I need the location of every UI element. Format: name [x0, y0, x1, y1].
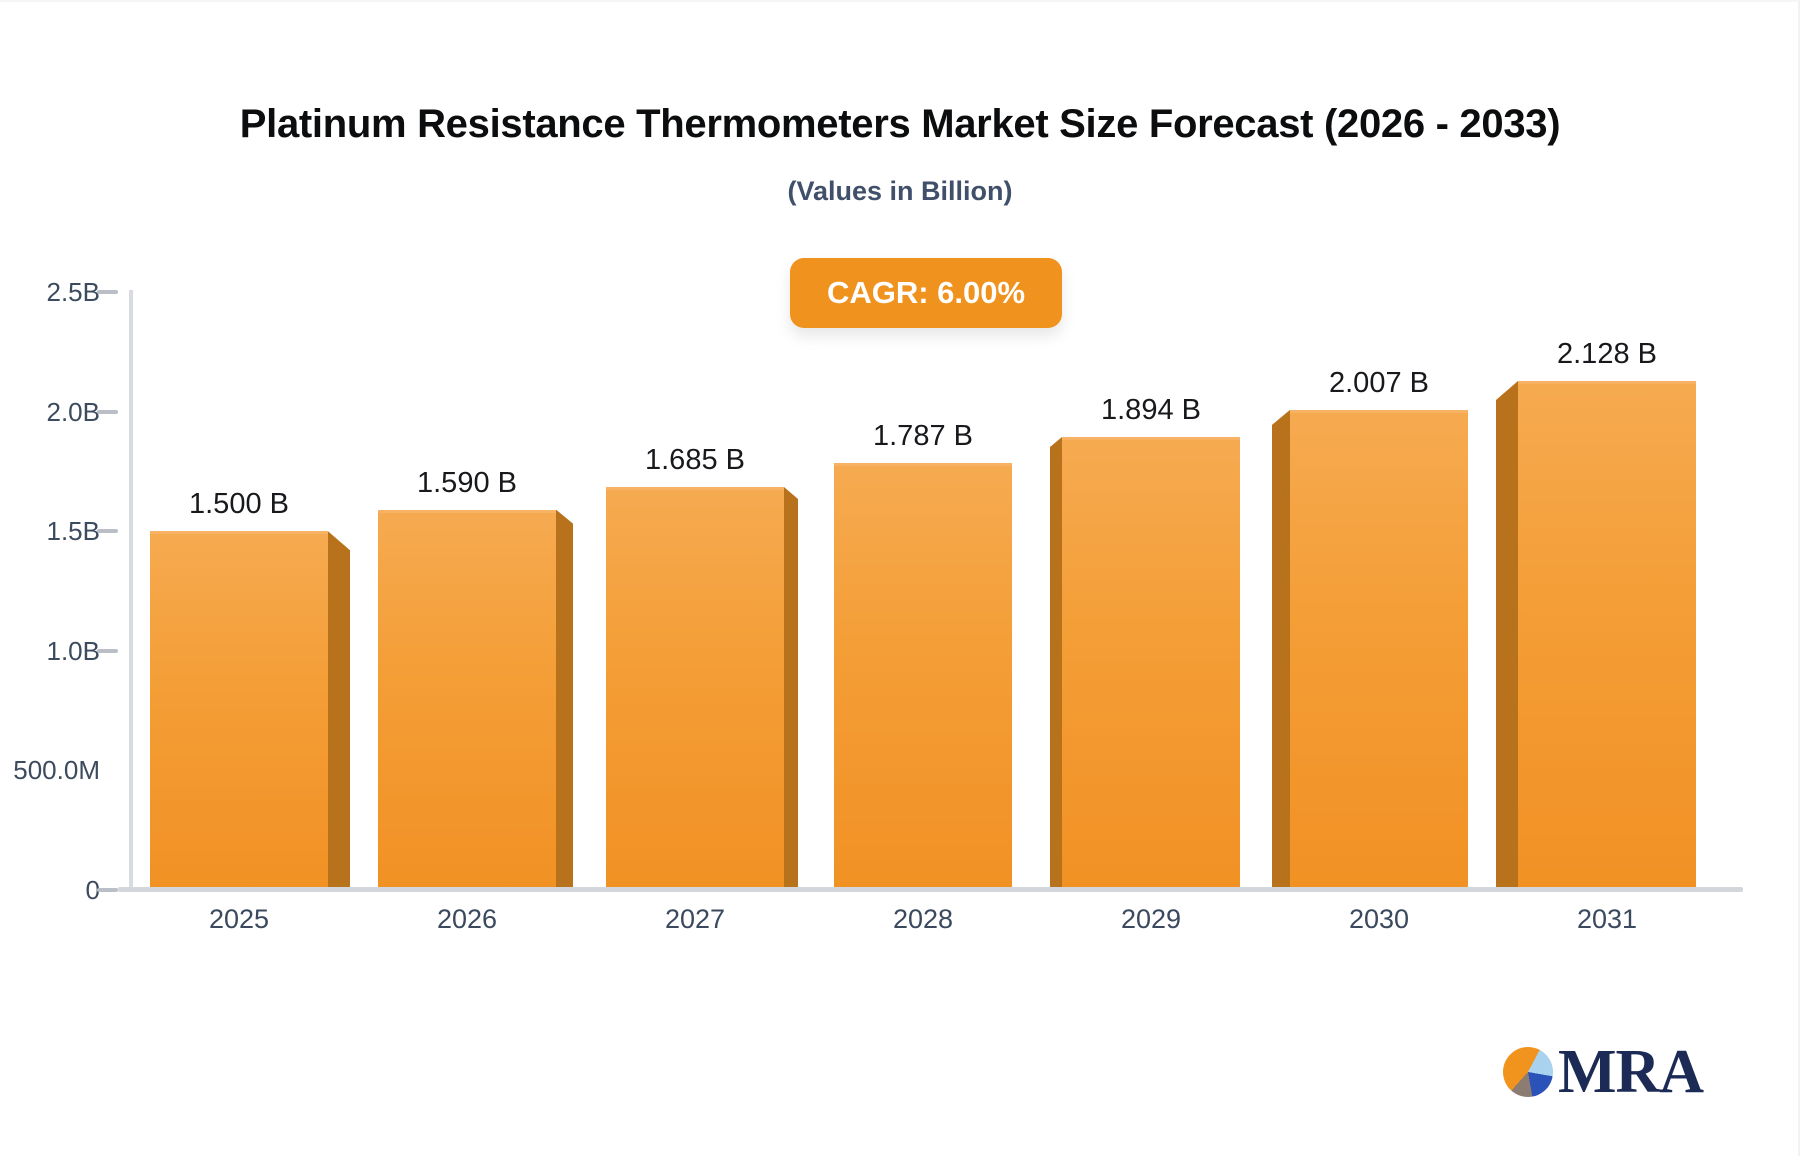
- x-axis-label: 2029: [1120, 904, 1182, 934]
- y-axis-tick: [97, 529, 118, 534]
- bar-side: [784, 486, 798, 892]
- y-axis-label: 500.0M: [13, 755, 100, 786]
- x-axis-label: 2031: [1576, 904, 1638, 934]
- y-axis-label: 2.5B: [46, 277, 101, 307]
- y-axis-tick: [97, 888, 118, 892]
- y-axis-label: 2.0B: [46, 396, 101, 427]
- bar-side: [328, 531, 350, 892]
- bar-value-label: 2.128 B: [1557, 337, 1657, 370]
- page-subtitle: (Values in Billion): [787, 176, 1013, 206]
- bar-side: [1496, 380, 1518, 892]
- x-axis-line: [118, 887, 1743, 892]
- x-axis-label: 2030: [1348, 904, 1410, 934]
- y-axis-tick: [97, 409, 118, 414]
- x-axis-label: 2026: [436, 904, 498, 934]
- bar-value-label: 2.007 B: [1329, 366, 1429, 399]
- bar-value-label: 1.685 B: [645, 443, 745, 476]
- x-axis-label: 2028: [892, 904, 954, 934]
- y-axis-line: [129, 290, 133, 890]
- page-title: Platinum Resistance Thermometers Market …: [239, 102, 1561, 146]
- bar-value-label: 1.787 B: [873, 419, 973, 452]
- cagr-badge: CAGR: 6.00%: [790, 258, 1062, 328]
- y-axis-tick: [97, 648, 118, 653]
- bar: [834, 462, 1012, 890]
- mra-logo: MRA: [1503, 1038, 1704, 1106]
- bar-side: [556, 509, 573, 892]
- bar: [378, 509, 556, 890]
- y-axis-label: 1.0B: [46, 635, 101, 666]
- bar-side: [1272, 409, 1290, 892]
- y-axis-tick: [97, 290, 118, 294]
- bar: [150, 531, 328, 890]
- bar: [1518, 380, 1696, 890]
- bar-value-label: 1.500 B: [189, 488, 289, 521]
- bar-side: [1050, 436, 1062, 892]
- bar: [606, 486, 784, 890]
- x-axis-label: 2025: [208, 904, 270, 934]
- y-axis-label: 0: [85, 875, 100, 905]
- logo-pie-icon: [1503, 1047, 1553, 1097]
- logo-text: MRA: [1558, 1038, 1704, 1106]
- bar: [1290, 409, 1468, 890]
- bar: [1062, 436, 1240, 890]
- bar-value-label: 1.894 B: [1101, 393, 1201, 426]
- bar-value-label: 1.590 B: [417, 466, 517, 499]
- y-axis-label: 1.5B: [46, 516, 101, 547]
- x-axis-label: 2027: [664, 904, 726, 934]
